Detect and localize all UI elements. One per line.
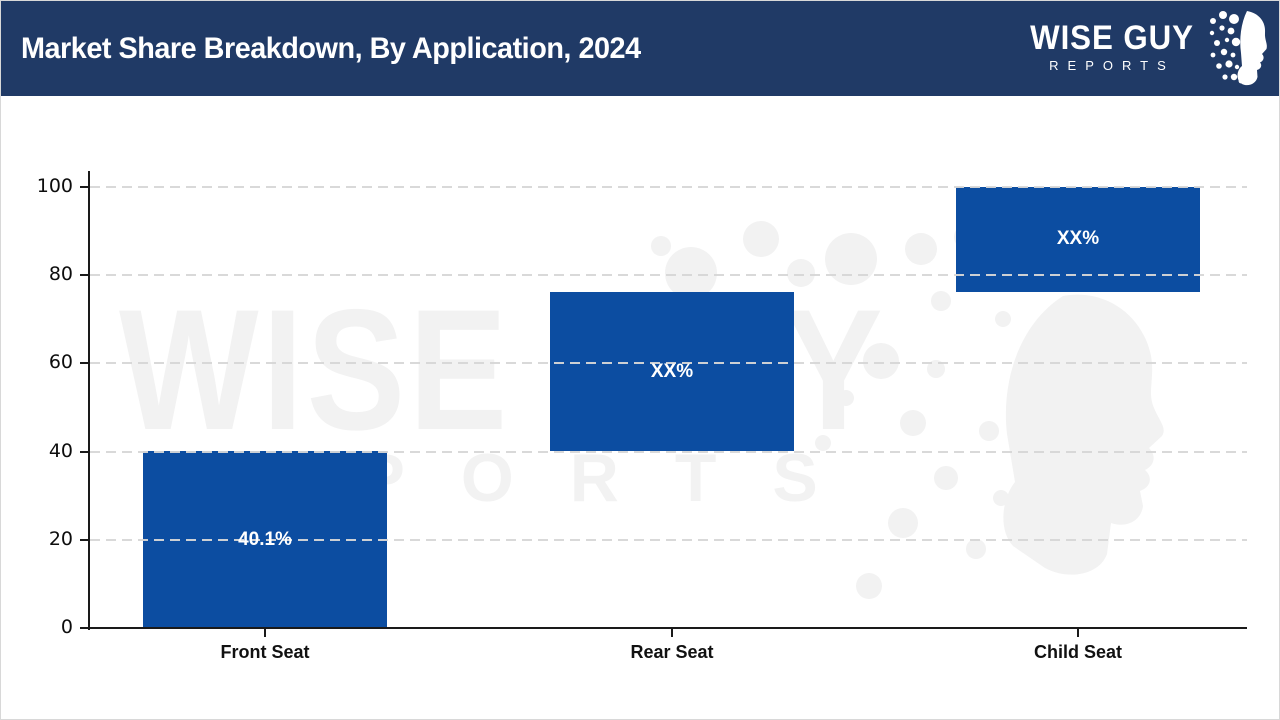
y-tick-60 [80, 362, 88, 365]
header-band: Market Share Breakdown, By Application, … [1, 1, 1279, 96]
y-axis-line [88, 171, 90, 630]
plot-area: WISE GUY REPORTS 0 20 40 60 80 100 40.1% XX% XX%… [1, 96, 1279, 719]
x-tick-1 [264, 629, 266, 637]
gridline-40 [90, 450, 1247, 453]
gridline-60 [90, 362, 1247, 365]
brand-logo-text: WISE GUY REPORTS [1023, 19, 1201, 73]
y-tick-100 [80, 186, 88, 188]
x-category-label: Child Seat [1033, 642, 1122, 662]
x-category-label: Front Seat [220, 642, 310, 662]
bar-value-label: XX% [650, 360, 694, 382]
brand-logo: WISE GUY REPORTS [1029, 7, 1269, 91]
y-tick-label-80: 80 [48, 263, 73, 286]
x-axis-line [88, 627, 1247, 629]
page-title: Market Share Breakdown, By Application, … [21, 31, 641, 65]
y-tick-label-100: 100 [36, 175, 73, 197]
gridline-80 [90, 274, 1247, 277]
x-tick-2 [671, 629, 673, 637]
y-tick-label-0: 0 [60, 616, 73, 638]
brand-name: WISE GUY [1030, 19, 1194, 57]
y-tick-label-60: 60 [48, 351, 73, 374]
y-tick-80 [80, 274, 88, 277]
x-tick-3 [1077, 629, 1079, 637]
bar-value-label: XX% [1056, 228, 1100, 250]
y-tick-label-20: 20 [48, 527, 73, 550]
bar-value-label: 40.1% [238, 528, 292, 550]
gridline-100 [90, 186, 1247, 188]
y-tick-40 [80, 450, 88, 453]
brand-face-icon [1209, 11, 1267, 86]
y-tick-label-40: 40 [48, 439, 73, 462]
brand-subtitle: REPORTS [1049, 57, 1175, 73]
gridline-20 [90, 538, 1247, 541]
bar-rear-seat [550, 291, 794, 452]
x-category-label: Rear Seat [630, 642, 714, 662]
y-tick-20 [80, 538, 88, 541]
y-tick-0 [80, 627, 88, 629]
